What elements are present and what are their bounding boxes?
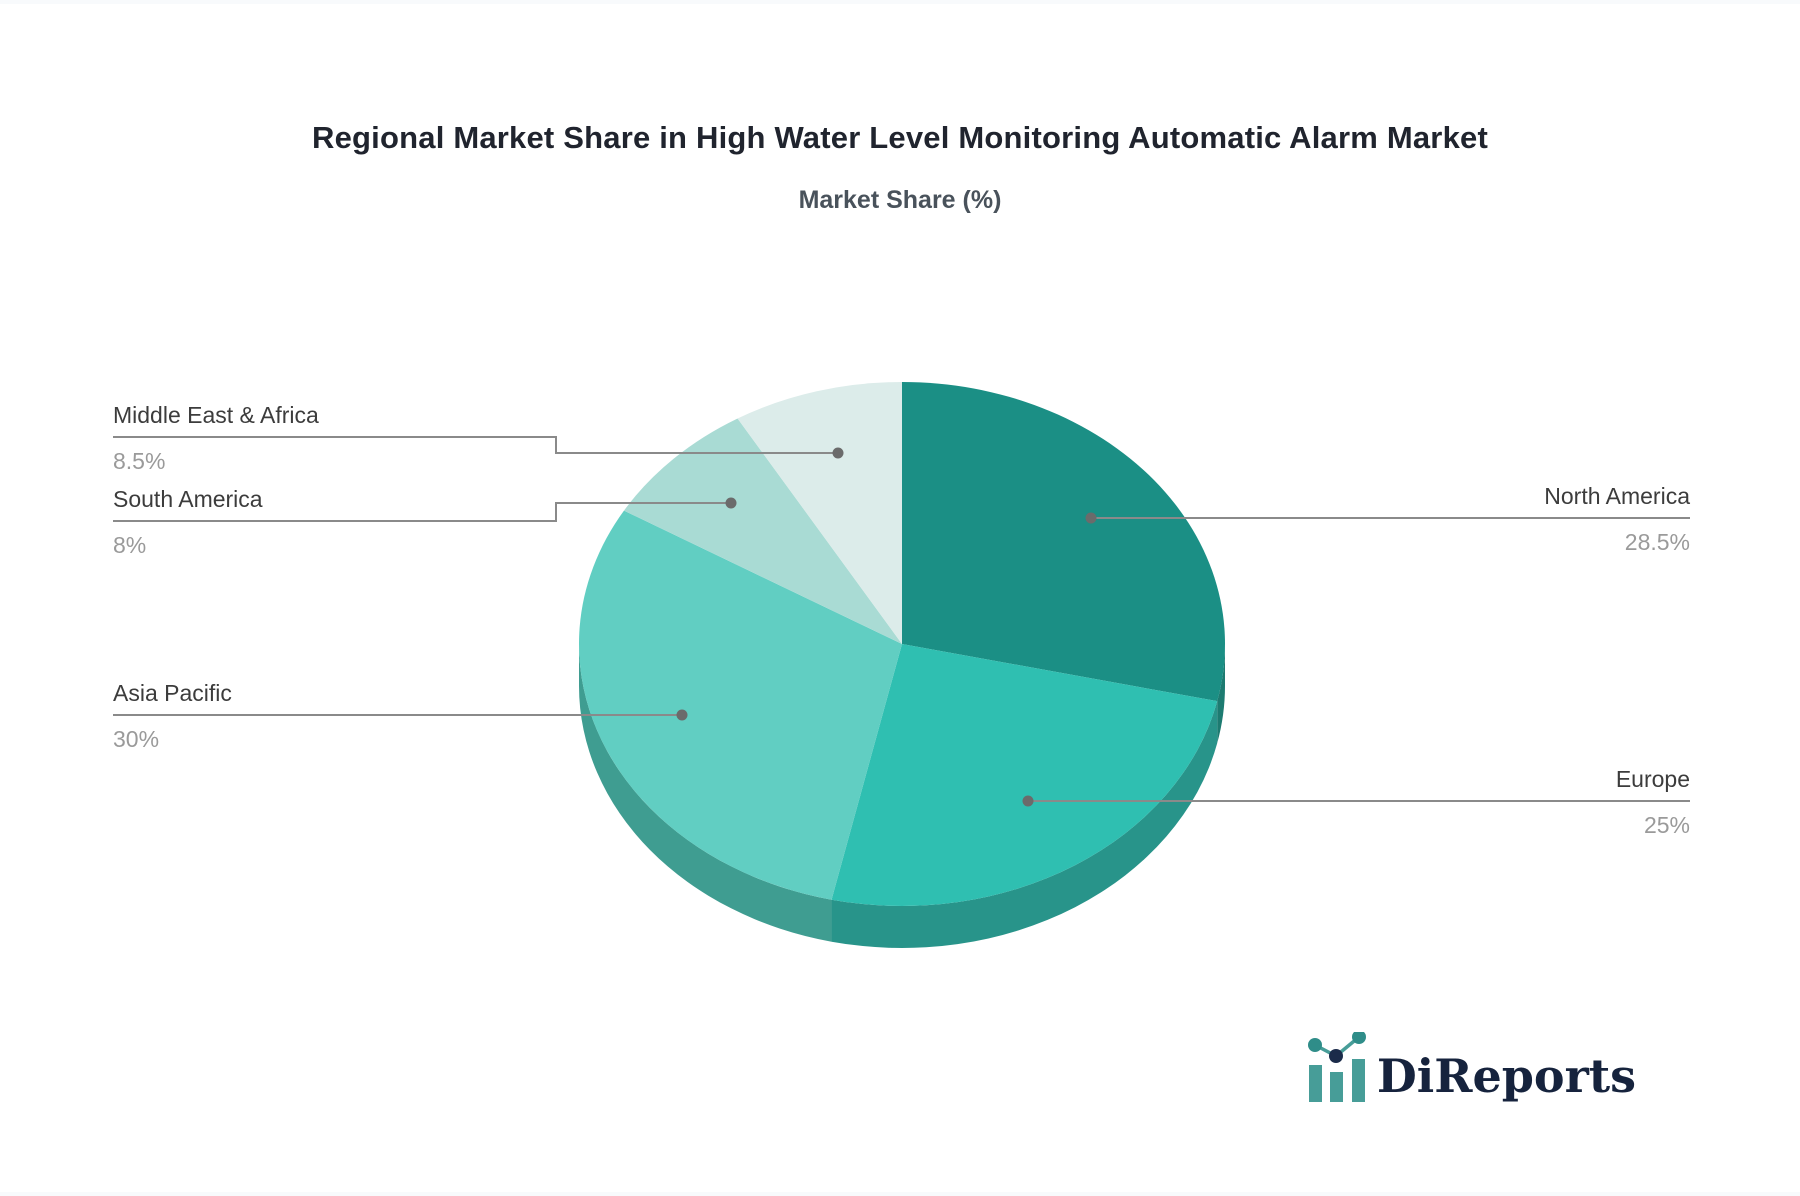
slice-value: 25% bbox=[1643, 812, 1690, 838]
slice-value: 28.5% bbox=[1624, 529, 1690, 555]
slice-label-europe: Europe 25% bbox=[1616, 764, 1690, 840]
slice-name: Europe bbox=[1615, 766, 1690, 792]
leader-dot bbox=[1085, 512, 1097, 524]
pie-slice bbox=[578, 510, 902, 900]
slice-name: South America bbox=[113, 486, 263, 512]
pie-slice bbox=[902, 382, 1225, 702]
slice-label-north-america: North America 28.5% bbox=[1544, 481, 1690, 557]
slice-value: 8.5% bbox=[113, 448, 166, 474]
slice-value: 8% bbox=[113, 532, 147, 558]
slice-name: Middle East & Africa bbox=[113, 402, 319, 428]
pie-slice bbox=[623, 418, 902, 644]
pie-slice bbox=[737, 382, 902, 644]
slice-label-middle-east-africa: Middle East & Africa 8.5% bbox=[113, 400, 319, 476]
chart-subtitle: Market Share (%) bbox=[798, 186, 1002, 214]
direports-logo: DiReports bbox=[1301, 1032, 1636, 1102]
pie-slice-side bbox=[1217, 644, 1225, 744]
pie-slice-side bbox=[831, 701, 1218, 948]
leader-dot bbox=[832, 447, 844, 459]
leader-line bbox=[113, 502, 731, 522]
leader-dot bbox=[725, 497, 737, 509]
chart-title: Regional Market Share in High Water Leve… bbox=[312, 120, 1488, 155]
pie-slice-side bbox=[579, 644, 832, 942]
slice-label-asia-pacific: Asia Pacific 30% bbox=[113, 678, 232, 754]
leader-dot bbox=[676, 709, 688, 721]
slice-value: 30% bbox=[113, 726, 160, 752]
slice-label-south-america: South America 8% bbox=[113, 484, 263, 560]
slice-name: North America bbox=[1544, 483, 1690, 509]
pie-slice bbox=[831, 644, 1218, 906]
leader-dot bbox=[1022, 795, 1034, 807]
pie-chart-svg bbox=[113, 382, 1690, 948]
bar-chart-trend-icon bbox=[1307, 1032, 1366, 1102]
logo-text: DiReports bbox=[1376, 1049, 1636, 1103]
slice-name: Asia Pacific bbox=[113, 680, 232, 706]
leader-line bbox=[113, 436, 838, 454]
